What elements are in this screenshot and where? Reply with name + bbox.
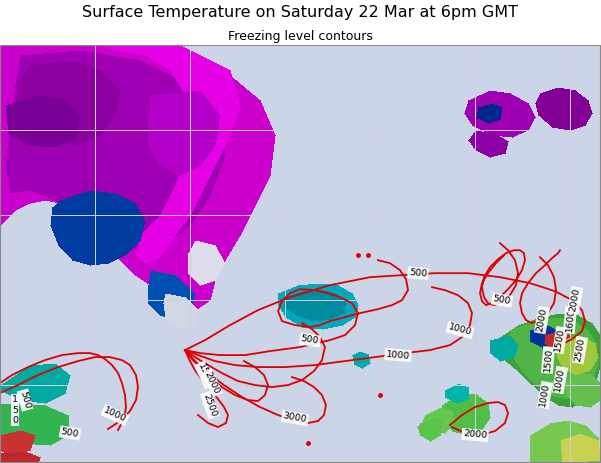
Text: 1000: 1000 (447, 323, 473, 338)
Text: 500: 500 (60, 427, 80, 439)
Text: 500: 500 (409, 268, 427, 278)
Text: 1000: 1000 (554, 368, 567, 393)
Text: 1500: 1500 (543, 348, 554, 372)
Text: 500: 500 (492, 294, 511, 306)
Text: Freezing level contours: Freezing level contours (228, 30, 373, 43)
Text: 2500: 2500 (573, 338, 587, 363)
Text: 2000: 2000 (535, 307, 549, 333)
Text: 1600: 1600 (564, 308, 576, 332)
Text: 500: 500 (300, 334, 320, 346)
Text: 2000: 2000 (203, 370, 221, 396)
Text: 2000: 2000 (569, 288, 582, 313)
Text: 2000: 2000 (463, 430, 487, 441)
Text: 500: 500 (18, 390, 32, 410)
Text: 1500: 1500 (196, 363, 214, 388)
Text: Surface Temperature on Saturday 22 Mar at 6pm GMT: Surface Temperature on Saturday 22 Mar a… (82, 5, 519, 20)
Text: 1000: 1000 (102, 406, 128, 424)
Text: 1
5
0: 1 5 0 (12, 395, 18, 425)
Text: 3000: 3000 (282, 412, 308, 425)
Text: 1500: 1500 (554, 327, 567, 353)
Text: 1000: 1000 (386, 350, 410, 361)
Text: 2500: 2500 (202, 392, 218, 418)
Text: 1000: 1000 (538, 382, 552, 407)
